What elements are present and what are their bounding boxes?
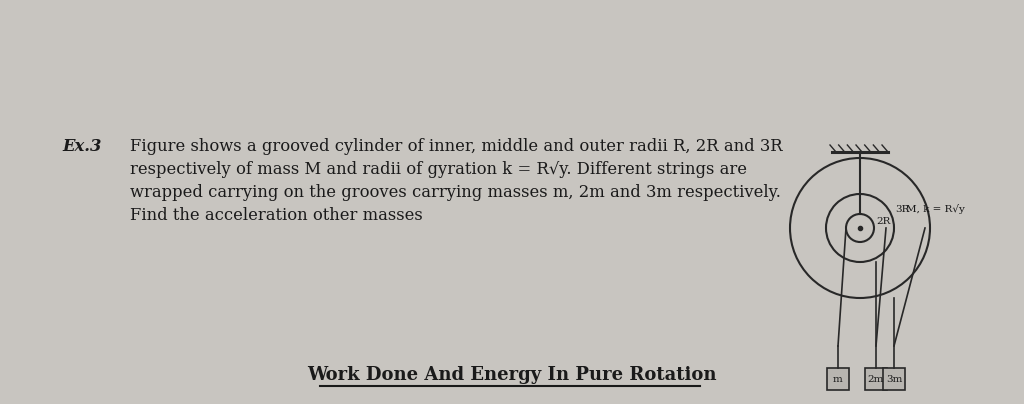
Text: m: m: [834, 375, 843, 383]
Text: Find the acceleration other masses: Find the acceleration other masses: [130, 207, 423, 224]
Text: Figure shows a grooved cylinder of inner, middle and outer radii R, 2R and 3R: Figure shows a grooved cylinder of inner…: [130, 138, 782, 155]
Text: Work Done And Energy In Pure Rotation: Work Done And Energy In Pure Rotation: [307, 366, 717, 384]
Bar: [883, 368, 905, 390]
Text: respectively of mass M and radii of gyration k = R√y. Different strings are: respectively of mass M and radii of gyra…: [130, 161, 746, 178]
Text: 2m: 2m: [867, 375, 884, 383]
Text: Ex.3: Ex.3: [62, 138, 101, 155]
Bar: [865, 368, 887, 390]
Bar: [827, 368, 849, 390]
Text: 2R: 2R: [876, 217, 891, 226]
Text: 3m: 3m: [886, 375, 902, 383]
Text: 3R: 3R: [895, 205, 909, 214]
Text: M, k = R√y: M, k = R√y: [906, 204, 965, 214]
Text: wrapped carrying on the grooves carrying masses m, 2m and 3m respectively.: wrapped carrying on the grooves carrying…: [130, 184, 781, 201]
